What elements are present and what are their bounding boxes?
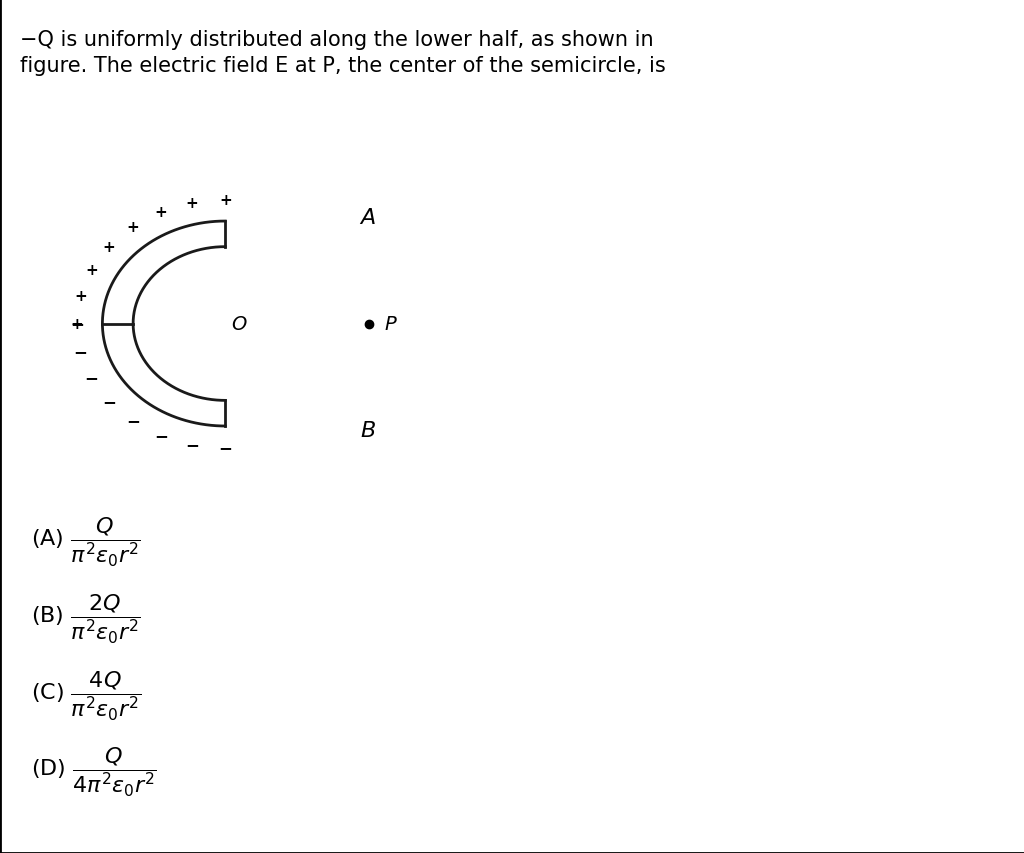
Text: −: −	[102, 392, 116, 410]
Text: −: −	[85, 368, 98, 386]
Text: P: P	[384, 315, 395, 334]
Text: +: +	[74, 289, 87, 305]
Text: (D) $\dfrac{Q}{4\pi^2\varepsilon_0 r^2}$: (D) $\dfrac{Q}{4\pi^2\varepsilon_0 r^2}$	[31, 746, 157, 798]
Text: −: −	[126, 412, 139, 430]
Text: +: +	[102, 240, 116, 254]
Text: A: A	[360, 207, 376, 228]
Text: −Q is uniformly distributed along the lower half, as shown in: −Q is uniformly distributed along the lo…	[20, 30, 654, 49]
Text: figure. The electric field E at P, the center of the semicircle, is: figure. The electric field E at P, the c…	[20, 55, 667, 75]
Text: +: +	[85, 263, 98, 278]
Text: −: −	[218, 438, 232, 457]
Text: (C) $\dfrac{4Q}{\pi^2\varepsilon_0 r^2}$: (C) $\dfrac{4Q}{\pi^2\varepsilon_0 r^2}$	[31, 669, 140, 722]
Text: −: −	[185, 436, 200, 454]
Text: O: O	[231, 315, 247, 334]
Text: +: +	[219, 193, 231, 208]
Text: +: +	[71, 316, 83, 332]
Text: (A) $\dfrac{Q}{\pi^2\varepsilon_0 r^2}$: (A) $\dfrac{Q}{\pi^2\varepsilon_0 r^2}$	[31, 515, 140, 568]
Text: −: −	[154, 426, 168, 444]
Text: (B) $\dfrac{2Q}{\pi^2\varepsilon_0 r^2}$: (B) $\dfrac{2Q}{\pi^2\varepsilon_0 r^2}$	[31, 592, 140, 645]
Text: +: +	[126, 220, 139, 235]
Text: −: −	[70, 315, 84, 334]
Text: +: +	[186, 196, 199, 211]
Text: B: B	[360, 421, 376, 441]
Text: +: +	[155, 206, 167, 220]
Text: −: −	[74, 343, 87, 361]
